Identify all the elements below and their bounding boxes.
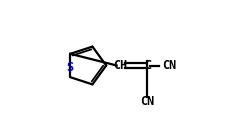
- Text: CN: CN: [162, 59, 176, 72]
- Text: S: S: [67, 61, 74, 74]
- Text: CH: CH: [113, 59, 127, 72]
- Text: CN: CN: [140, 95, 154, 108]
- Text: C: C: [144, 59, 151, 72]
